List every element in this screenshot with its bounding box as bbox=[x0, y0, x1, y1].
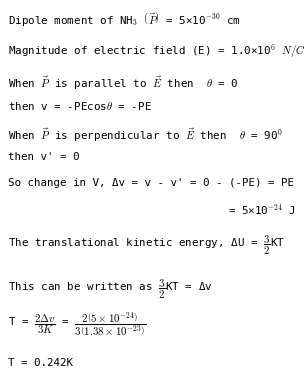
Text: then v = -PEcos$\theta$ = -PE: then v = -PEcos$\theta$ = -PE bbox=[8, 100, 152, 112]
Text: When $\vec{P}$ is perpendicular to $\vec{E}$ then  $\theta$ = 90$^{0}$: When $\vec{P}$ is perpendicular to $\vec… bbox=[8, 126, 283, 144]
Text: This can be written as $\dfrac{3}{2}$KT = Δv: This can be written as $\dfrac{3}{2}$KT … bbox=[8, 278, 213, 301]
Text: The translational kinetic energy, ΔU = $\dfrac{3}{2}$KT: The translational kinetic energy, ΔU = $… bbox=[8, 234, 285, 257]
Text: T = 0.242K: T = 0.242K bbox=[8, 358, 73, 368]
Text: When $\vec{P}$ is parallel to $\vec{E}$ then  $\theta$ = 0: When $\vec{P}$ is parallel to $\vec{E}$ … bbox=[8, 74, 239, 92]
Text: then v' = 0: then v' = 0 bbox=[8, 152, 80, 162]
Text: Magnitude of electric field (E) = 1.0×10$^{6}$ $\mathit{N/C}$: Magnitude of electric field (E) = 1.0×10… bbox=[8, 42, 304, 59]
Text: T = $\dfrac{2\Delta v}{3K}$ = $\dfrac{2\left(5\times10^{-24}\right)}{3\left(1.38: T = $\dfrac{2\Delta v}{3K}$ = $\dfrac{2\… bbox=[8, 310, 146, 338]
Text: Dipole moment of NH$_3$ $\left(\vec{P}\right)$ = 5×10$^{-30}$ cm: Dipole moment of NH$_3$ $\left(\vec{P}\r… bbox=[8, 10, 241, 28]
Text: So change in V, Δv = v - v' = 0 - (-PE) = PE: So change in V, Δv = v - v' = 0 - (-PE) … bbox=[8, 178, 294, 188]
Text: = 5×10$^{-24}$ J: = 5×10$^{-24}$ J bbox=[229, 202, 296, 217]
